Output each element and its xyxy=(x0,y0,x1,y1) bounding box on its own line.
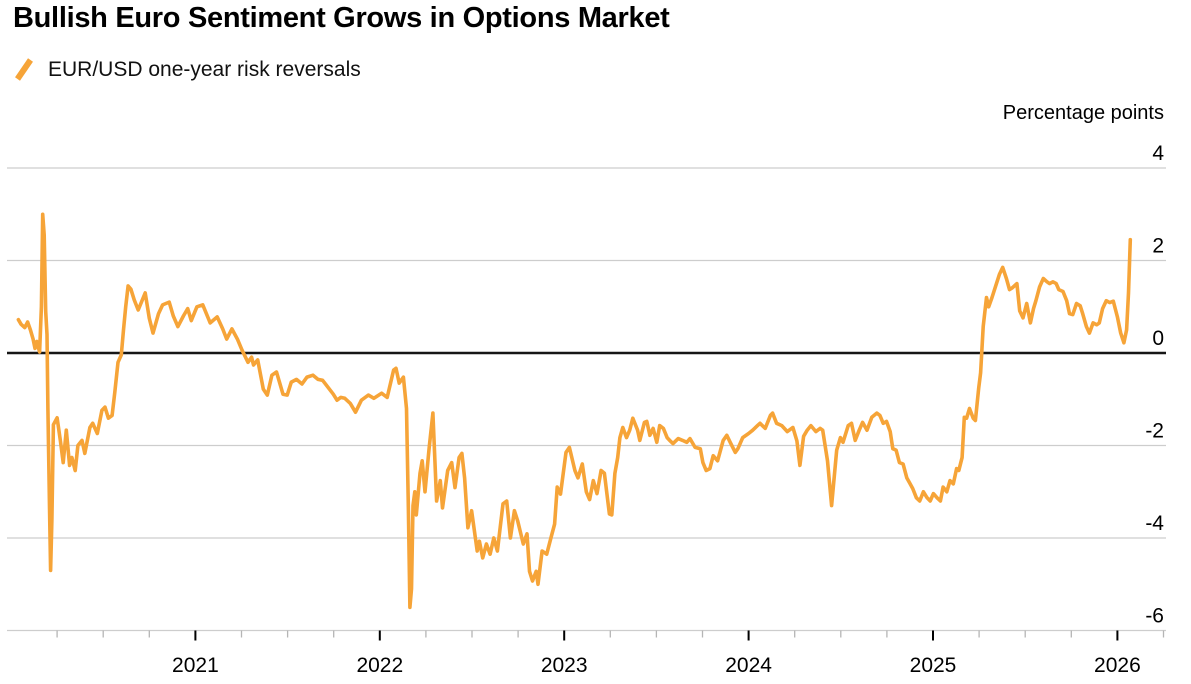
y-tick-label: -4 xyxy=(1145,512,1164,535)
y-tick-label: -2 xyxy=(1145,420,1164,443)
y-tick-label: -6 xyxy=(1145,605,1164,628)
y-tick-label: 2 xyxy=(1152,235,1164,258)
legend: EUR/USD one-year risk reversals xyxy=(13,56,361,83)
axis-unit-label: Percentage points xyxy=(1002,102,1164,124)
y-tick-label: 4 xyxy=(1152,142,1164,165)
x-tick-label: 2022 xyxy=(356,654,403,677)
risk-reversal-line xyxy=(16,212,1133,610)
x-tick-label: 2024 xyxy=(725,654,772,677)
x-tick-label: 2021 xyxy=(172,654,219,677)
x-tick-label: 2023 xyxy=(541,654,588,677)
page-title: Bullish Euro Sentiment Grows in Options … xyxy=(13,2,670,34)
x-tick-label: 2026 xyxy=(1094,654,1141,677)
y-tick-label: 0 xyxy=(1152,327,1164,350)
series-slash-icon xyxy=(15,58,33,81)
legend-label: EUR/USD one-year risk reversals xyxy=(48,57,361,81)
x-tick-label: 2025 xyxy=(910,654,957,677)
